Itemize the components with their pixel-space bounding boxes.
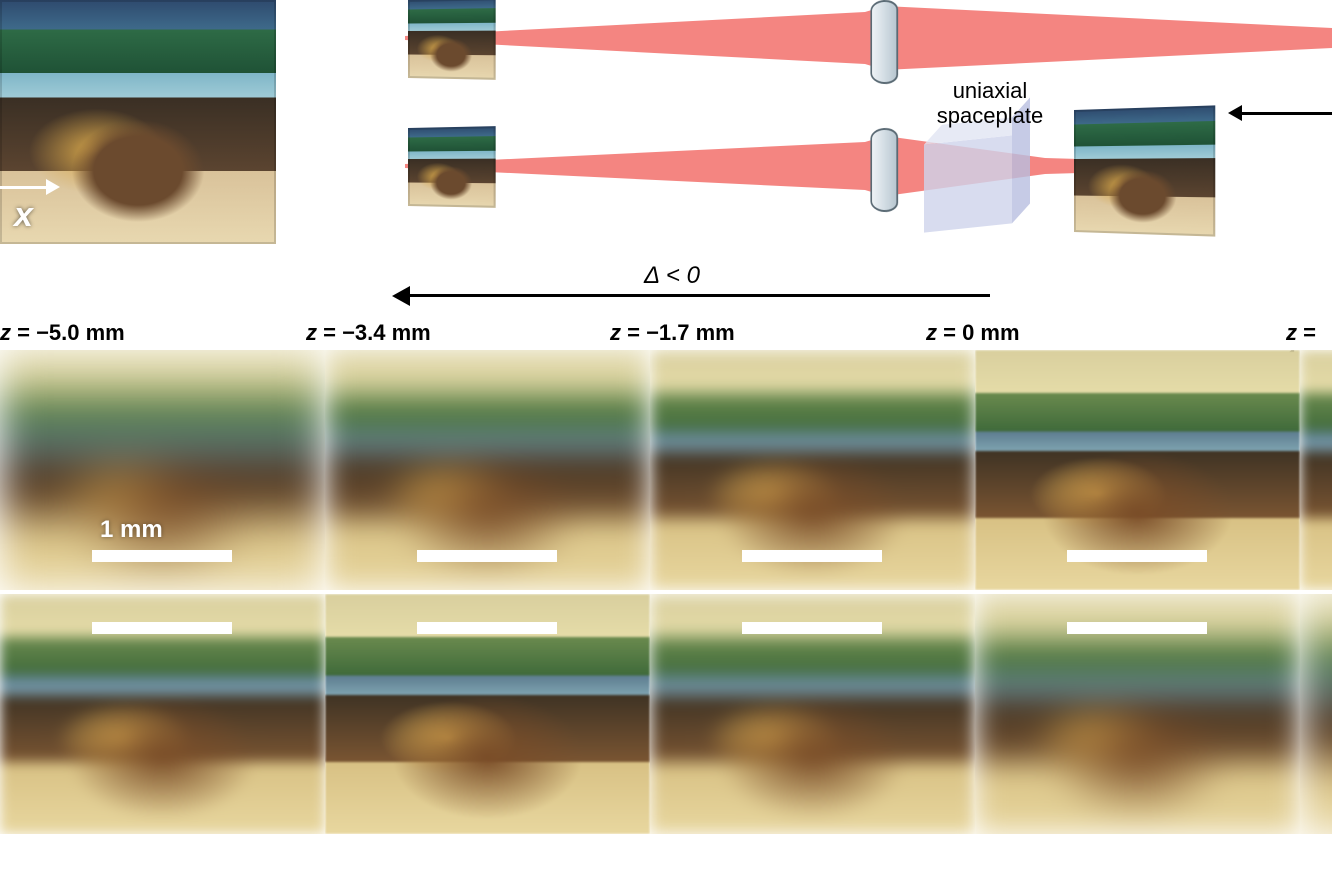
lens-bottom	[870, 127, 898, 213]
scale-bar	[1067, 550, 1207, 562]
scale-bar	[92, 622, 232, 634]
x-axis-arrow	[0, 186, 46, 189]
z-panel-wrap	[975, 350, 1300, 590]
z-panel-wrap	[1300, 594, 1332, 834]
spaceplate-label-line2: spaceplate	[937, 103, 1043, 128]
right-pointer-arrow	[1242, 112, 1332, 115]
z-panel-wrap	[1300, 350, 1332, 590]
z-row-top: 1 mm	[0, 350, 1332, 590]
original-painting	[0, 0, 276, 244]
beam-no-plate	[405, 6, 1332, 72]
object-painting-top	[408, 0, 496, 80]
z-panel-wrap	[650, 350, 975, 590]
z-row-bottom	[0, 594, 1332, 834]
z-panel-wrap	[650, 594, 975, 834]
scale-bar	[742, 550, 882, 562]
z-panel-wrap	[325, 594, 650, 834]
scale-bar-label: 1 mm	[100, 516, 163, 544]
z-label: z = −5.0 mm	[0, 320, 125, 346]
spaceplate-label: uniaxial spaceplate	[920, 78, 1060, 129]
object-painting-bottom	[408, 126, 496, 208]
z-label: z = 0 mm	[926, 320, 1020, 346]
z-label: z = −3.4 mm	[306, 320, 431, 346]
delta-arrow	[410, 294, 990, 297]
z-panel	[1300, 594, 1332, 834]
beam-with-plate	[405, 134, 1185, 200]
scale-bar	[417, 550, 557, 562]
z-panel-wrap	[975, 594, 1300, 834]
spaceplate-label-line1: uniaxial	[953, 78, 1028, 103]
spaceplate-cube	[924, 135, 1012, 232]
z-label: z = −1.7 mm	[610, 320, 735, 346]
z-panel-wrap	[0, 594, 325, 834]
scale-bar	[417, 622, 557, 634]
scale-bar	[92, 550, 232, 562]
x-axis-label: x	[14, 196, 33, 235]
delta-label: Δ < 0	[644, 262, 700, 290]
z-panel-wrap: 1 mm	[0, 350, 325, 590]
scale-bar	[742, 622, 882, 634]
image-painting	[1074, 105, 1215, 236]
z-panel-wrap	[325, 350, 650, 590]
scale-bar	[1067, 622, 1207, 634]
z-panel	[1300, 350, 1332, 590]
lens-top	[870, 0, 898, 85]
